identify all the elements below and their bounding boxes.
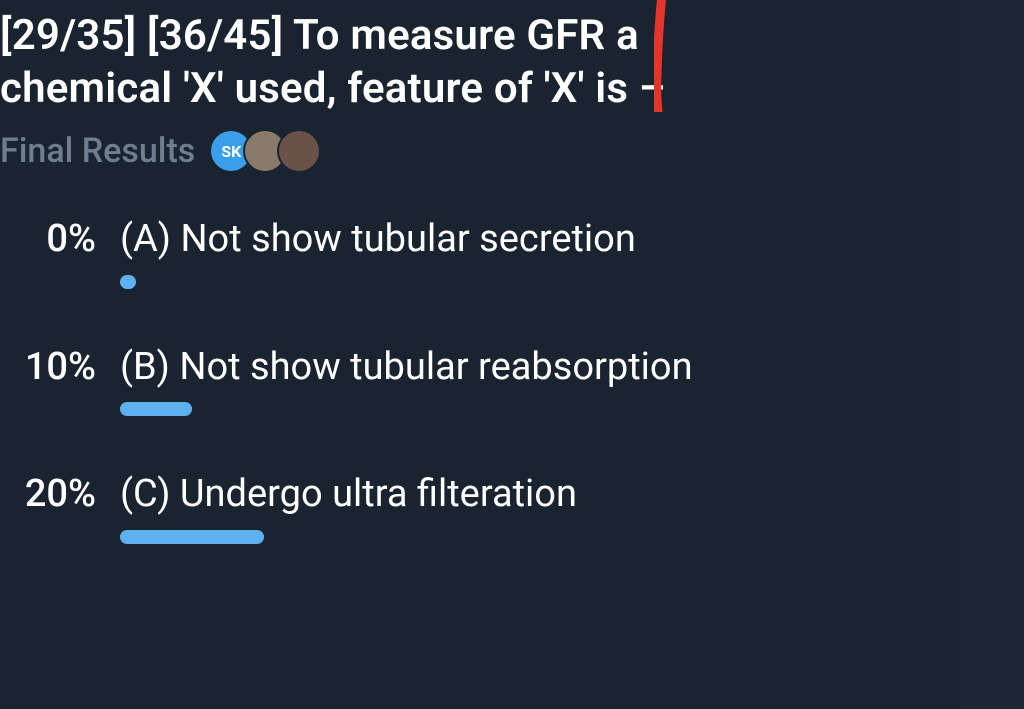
option-body: (A) Not show tubular secretion bbox=[120, 217, 960, 289]
option-pct: 0% bbox=[0, 217, 120, 261]
poll-option[interactable]: 0% (A) Not show tubular secretion bbox=[0, 217, 960, 289]
question-line-1: [29/35] [36/45] To measure GFR a bbox=[0, 10, 960, 63]
option-bar bbox=[120, 275, 136, 289]
question-line-2: chemical 'X' used, feature of 'X' is – bbox=[0, 63, 960, 116]
question-block: [29/35] [36/45] To measure GFR a chemica… bbox=[0, 0, 960, 115]
option-body: (C) Undergo ultra filteration bbox=[120, 472, 960, 544]
option-bar bbox=[120, 530, 264, 544]
poll-options: 0% (A) Not show tubular secretion 10% (B… bbox=[0, 217, 960, 544]
voter-avatars[interactable]: SK bbox=[209, 129, 321, 173]
poll-option[interactable]: 20% (C) Undergo ultra filteration bbox=[0, 472, 960, 544]
option-bar-wrap bbox=[120, 530, 960, 544]
option-text: (B) Not show tubular reabsorption bbox=[120, 345, 960, 391]
final-results-row: Final Results SK bbox=[0, 129, 960, 173]
avatar-3[interactable] bbox=[277, 129, 321, 173]
option-bar-wrap bbox=[120, 275, 960, 289]
option-bar bbox=[120, 402, 192, 416]
option-text: (A) Not show tubular secretion bbox=[120, 217, 960, 263]
option-body: (B) Not show tubular reabsorption bbox=[120, 345, 960, 417]
right-side-strip bbox=[960, 0, 1024, 709]
option-pct: 10% bbox=[0, 345, 120, 389]
option-pct: 20% bbox=[0, 472, 120, 516]
final-results-label: Final Results bbox=[0, 131, 195, 171]
poll-option[interactable]: 10% (B) Not show tubular reabsorption bbox=[0, 345, 960, 417]
poll-container: [29/35] [36/45] To measure GFR a chemica… bbox=[0, 0, 960, 709]
option-bar-wrap bbox=[120, 402, 960, 416]
option-text: (C) Undergo ultra filteration bbox=[120, 472, 960, 518]
